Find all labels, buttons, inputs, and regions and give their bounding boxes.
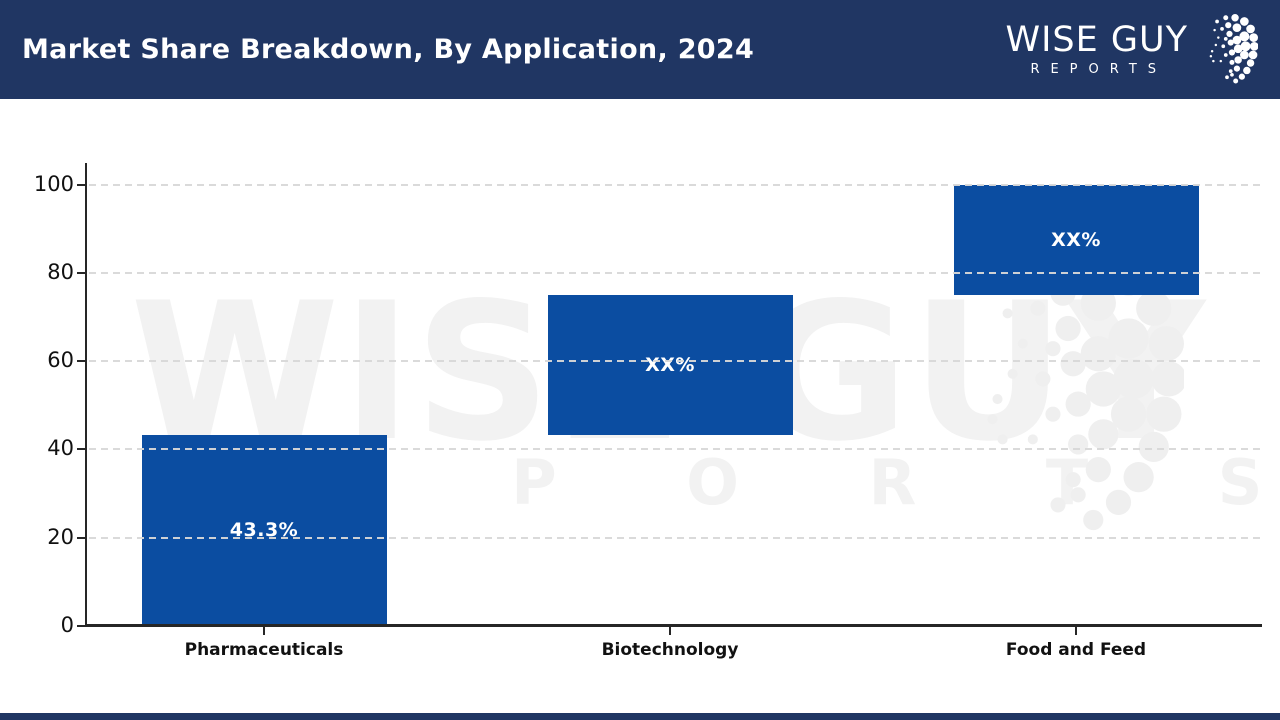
y-tick-label: 80	[47, 259, 74, 284]
y-tick-mark	[77, 448, 85, 451]
y-tick-mark	[77, 360, 85, 363]
gridline	[89, 360, 1260, 363]
page-title: Market Share Breakdown, By Application, …	[22, 34, 755, 65]
y-tick-label: 100	[33, 171, 74, 196]
x-tick-mark	[1075, 627, 1077, 635]
logo-text: WISE GUY REPORTS	[1005, 20, 1188, 77]
y-tick-label: 60	[47, 348, 74, 373]
dotted-face-icon	[1209, 13, 1258, 83]
bar-food-and-feed: XX%	[953, 184, 1199, 295]
bar-biotechnology: XX%	[547, 295, 793, 435]
footer-band	[0, 713, 1280, 720]
y-tick-mark	[77, 271, 85, 274]
logo-subtitle: REPORTS	[1030, 62, 1168, 77]
y-tick-label: 0	[60, 613, 74, 637]
y-axis-spine	[85, 163, 87, 627]
y-tick-label: 20	[47, 524, 74, 549]
x-category-label: Food and Feed	[1005, 640, 1147, 660]
gridline	[89, 536, 1260, 539]
y-tick-mark	[77, 625, 85, 627]
gridline	[89, 183, 1260, 186]
gridline	[89, 448, 1260, 451]
logo-wordmark: WISE GUY	[1005, 20, 1188, 60]
bar-value-label: XX%	[1051, 228, 1101, 251]
bar-value-label: 43.3%	[229, 519, 299, 542]
y-tick-label: 40	[47, 436, 74, 461]
bar-value-label: XX%	[645, 353, 695, 376]
x-tick-mark	[263, 627, 265, 635]
header-band: Market Share Breakdown, By Application, …	[0, 0, 1280, 99]
x-category-label: Biotechnology	[601, 640, 739, 660]
gridline	[89, 271, 1260, 274]
wise-guy-reports-logo: WISE GUY REPORTS	[1005, 12, 1258, 88]
x-category-label: Pharmaceuticals	[184, 640, 344, 660]
x-axis-spine	[85, 624, 1262, 627]
y-tick-mark	[77, 183, 85, 186]
y-tick-mark	[77, 536, 85, 539]
x-tick-mark	[669, 627, 671, 635]
bar-pharmaceuticals: 43.3%	[141, 434, 387, 626]
